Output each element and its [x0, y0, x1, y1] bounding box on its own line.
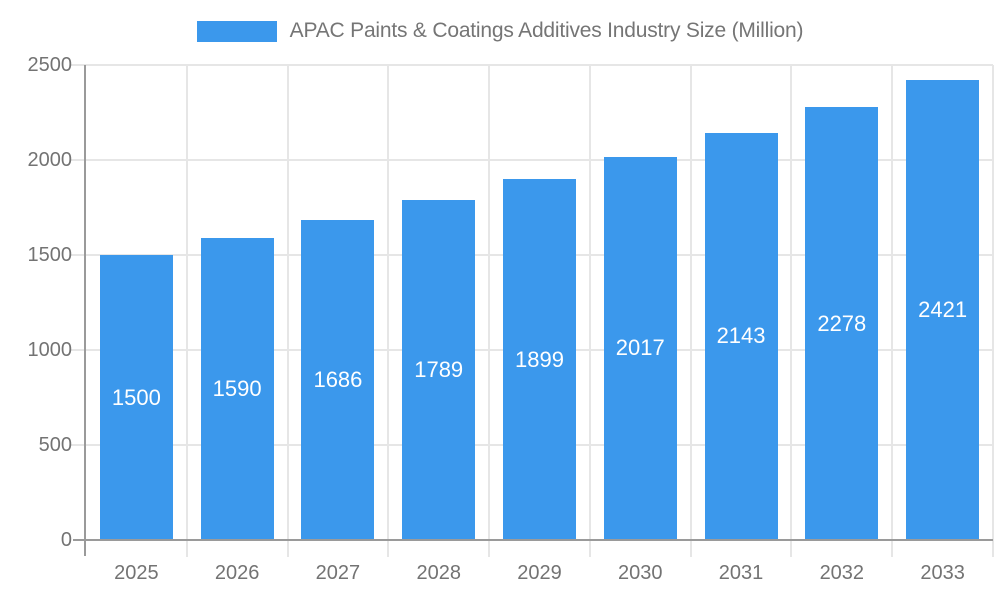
x-axis-tick-label: 2031	[718, 562, 764, 584]
bar[interactable]: 1899	[502, 179, 576, 540]
bar-value-label: 1899	[515, 346, 564, 372]
bar[interactable]: 1686	[301, 219, 375, 540]
plot-area: 0 500 1000 1500 2000 2500 1500 2025 1590 2026 1686…	[28, 55, 994, 583]
legend-label: APAC Paints & Coatings Additives Industr…	[289, 19, 804, 42]
x-axis-tick-label: 2030	[618, 562, 663, 584]
bar-value-label: 1500	[111, 384, 161, 410]
bar[interactable]: 1789	[402, 200, 476, 540]
bar-value-label: 1686	[313, 366, 363, 392]
vertical-gridline	[387, 65, 390, 557]
legend-swatch	[196, 20, 277, 42]
bar-value-label: 2017	[615, 335, 665, 361]
bar[interactable]: 1590	[200, 237, 274, 540]
y-axis-tick-label: 2000	[27, 149, 73, 171]
x-axis-tick-label: 2027	[315, 562, 361, 584]
x-axis-line	[73, 539, 993, 541]
y-axis-tick-label: 500	[38, 434, 72, 456]
bar-value-label: 1590	[212, 375, 262, 401]
bar-value-label: 2278	[817, 310, 867, 336]
vertical-gridline	[185, 65, 188, 557]
vertical-gridline	[488, 65, 491, 557]
bar[interactable]: 1500	[99, 255, 173, 540]
y-axis-tick-label: 2500	[27, 54, 73, 76]
x-axis-tick-label: 2032	[819, 562, 865, 584]
bar[interactable]: 2421	[906, 80, 980, 540]
bar-value-label: 2143	[716, 323, 766, 349]
bar[interactable]: 2143	[704, 132, 778, 540]
bar[interactable]: 2278	[805, 107, 879, 540]
x-axis-tick-label: 2025	[114, 562, 159, 584]
bar[interactable]: 2017	[603, 156, 677, 540]
legend[interactable]: APAC Paints & Coatings Additives Industr…	[0, 19, 1000, 43]
vertical-gridline	[992, 65, 994, 557]
vertical-gridline	[689, 65, 692, 557]
y-axis-line	[84, 65, 86, 556]
x-axis-tick-label: 2028	[416, 562, 461, 584]
bar-value-label: 2421	[918, 297, 968, 322]
vertical-gridline	[790, 65, 793, 557]
horizontal-gridline	[70, 64, 993, 66]
vertical-gridline	[891, 65, 894, 557]
vertical-gridline	[588, 65, 591, 557]
vertical-gridline	[286, 65, 289, 557]
x-axis-tick-label: 2026	[214, 562, 260, 584]
y-axis-tick-label: 0	[60, 529, 72, 551]
x-axis-tick-label: 2033	[920, 562, 965, 584]
y-axis-tick-label: 1500	[27, 244, 73, 266]
y-axis-tick-label: 1000	[27, 339, 73, 361]
bar-value-label: 1789	[414, 357, 464, 383]
horizontal-gridline	[70, 159, 993, 161]
x-axis-tick-label: 2029	[517, 562, 562, 584]
